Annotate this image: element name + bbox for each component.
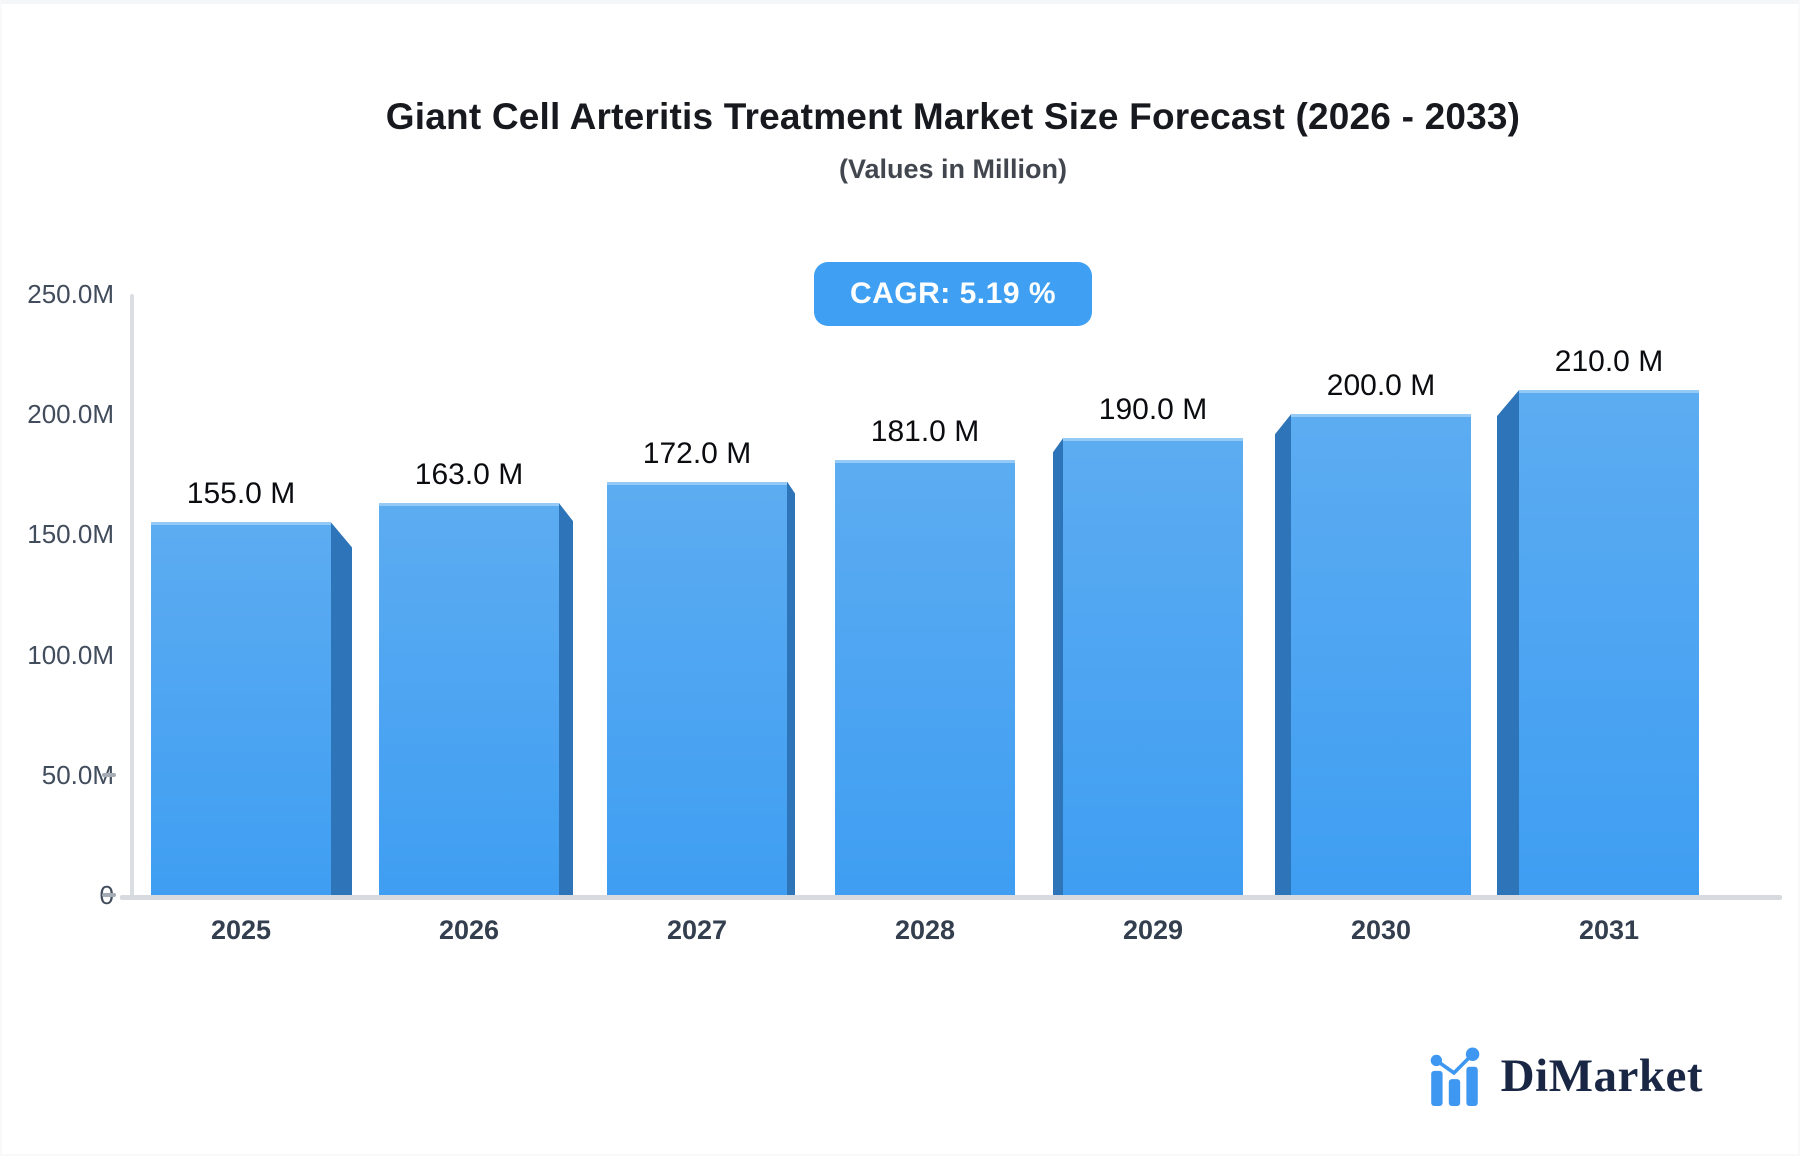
y-axis-label: 100.0M xyxy=(27,639,114,670)
page-subtitle: (Values in Million) xyxy=(838,154,1068,184)
bar-2031[interactable] xyxy=(1519,390,1699,895)
logo-text: DiMarket xyxy=(1500,1050,1703,1102)
dimarket-logo: DiMarket xyxy=(1423,1046,1703,1106)
y-axis-label: 150.0M xyxy=(27,519,114,550)
bar-value-label: 210.0 M xyxy=(1554,345,1664,379)
bar-value-label: 155.0 M xyxy=(186,477,296,511)
x-axis-label-2027: 2027 xyxy=(666,915,728,945)
x-axis-label-2026: 2026 xyxy=(438,915,500,945)
bar-value-label: 200.0 M xyxy=(1326,369,1436,403)
bar-2025[interactable] xyxy=(151,522,331,895)
bar-3d-side-2027 xyxy=(787,481,795,895)
bar-chart-logo-icon xyxy=(1430,1047,1479,1106)
bar-2028[interactable] xyxy=(835,459,1015,895)
bar-2027[interactable] xyxy=(607,481,787,895)
y-axis-label: 50.0M xyxy=(41,759,114,790)
bar-value-label: 172.0 M xyxy=(642,436,752,470)
y-axis-tick xyxy=(102,893,116,897)
x-axis-label-2025: 2025 xyxy=(210,915,272,945)
x-axis-label-2029: 2029 xyxy=(1122,915,1184,945)
bar-value-label: 190.0 M xyxy=(1098,393,1208,427)
bar-2030[interactable] xyxy=(1291,414,1471,895)
bar-3d-side-2025 xyxy=(331,522,352,895)
chart-header: Giant Cell Arteritis Treatment Market Si… xyxy=(133,96,1773,185)
bar-2029[interactable] xyxy=(1063,438,1243,895)
y-axis-line xyxy=(130,294,134,898)
y-axis-label: 250.0M xyxy=(27,279,114,309)
y-axis-label: 0 xyxy=(2,882,114,908)
x-axis-label-2028: 2028 xyxy=(894,915,956,945)
bar-value-label: 163.0 M xyxy=(414,458,524,492)
bar-value-label: 181.0 M xyxy=(870,414,980,448)
bar-3d-side-2030 xyxy=(1275,414,1291,895)
x-axis-label-2031: 2031 xyxy=(1578,915,1640,945)
page-title: Giant Cell Arteritis Treatment Market Si… xyxy=(385,96,1521,137)
bar-3d-side-2031 xyxy=(1497,390,1519,895)
badge-row: CAGR: 5.19 % xyxy=(133,262,1773,326)
y-axis-tick xyxy=(102,772,116,777)
x-axis-label-2030: 2030 xyxy=(1350,915,1412,945)
x-axis-baseline xyxy=(120,895,1782,900)
y-axis-label: 200.0M xyxy=(27,399,114,430)
cagr-badge: CAGR: 5.19 % xyxy=(813,262,1093,326)
bar-3d-side-2029 xyxy=(1053,438,1063,895)
bar-3d-side-2026 xyxy=(559,503,573,895)
bar-2026[interactable] xyxy=(379,503,559,895)
